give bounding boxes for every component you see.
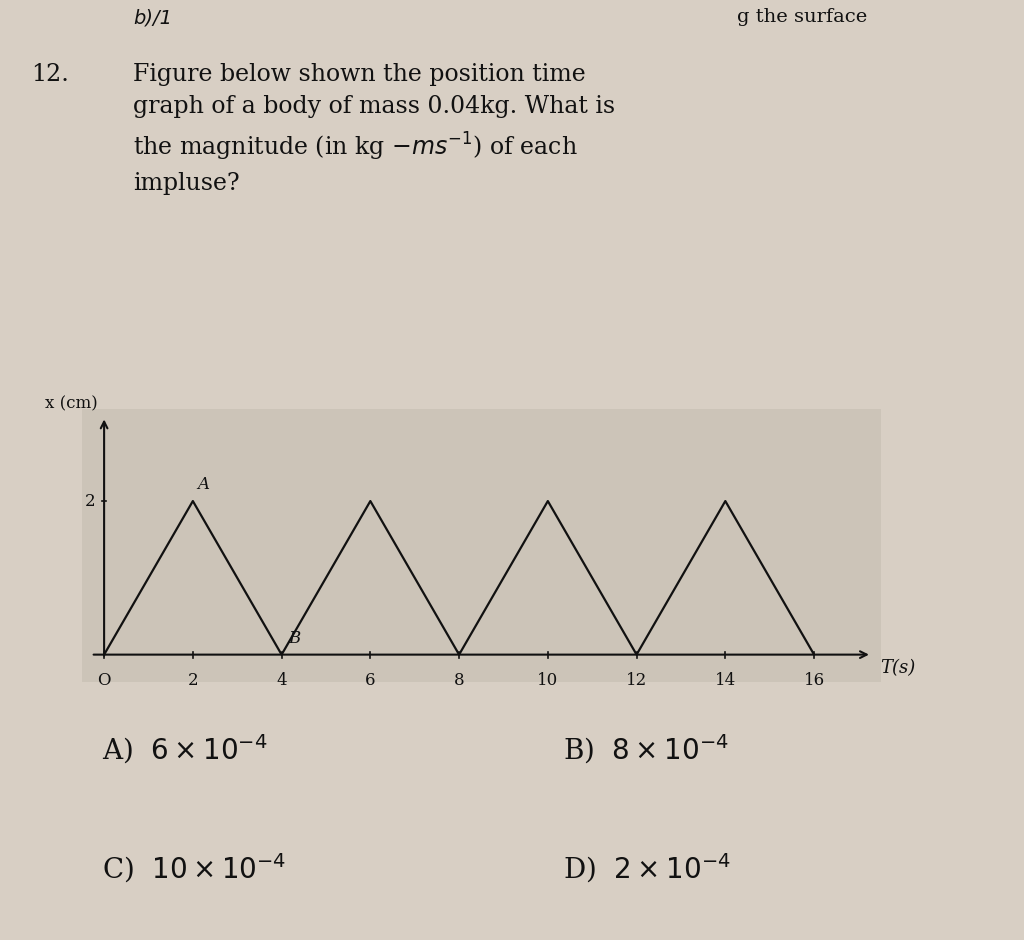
Text: 6: 6 [366,671,376,688]
Text: D)  $2\times10^{-4}$: D) $2\times10^{-4}$ [563,852,731,885]
Text: T(s): T(s) [881,660,915,678]
Text: b)/1: b)/1 [133,8,172,27]
Text: 4: 4 [276,671,287,688]
Text: 14: 14 [715,671,736,688]
Text: 16: 16 [804,671,824,688]
Text: x (cm): x (cm) [45,396,97,413]
Text: B)  $8\times10^{-4}$: B) $8\times10^{-4}$ [563,732,729,765]
Text: 8: 8 [454,671,465,688]
Text: 2: 2 [85,493,95,509]
Text: C)  $10\times10^{-4}$: C) $10\times10^{-4}$ [102,852,287,885]
Text: 10: 10 [538,671,558,688]
Text: 12.: 12. [31,64,69,86]
Text: 12: 12 [626,671,647,688]
Text: g the surface: g the surface [737,8,867,26]
Text: Figure below shown the position time
graph of a body of mass 0.04kg. What is
the: Figure below shown the position time gra… [133,64,615,196]
Text: O: O [97,671,111,688]
Text: B: B [289,630,300,647]
Text: A)  $6\times10^{-4}$: A) $6\times10^{-4}$ [102,732,268,765]
Text: A: A [198,477,209,494]
Text: 2: 2 [187,671,199,688]
